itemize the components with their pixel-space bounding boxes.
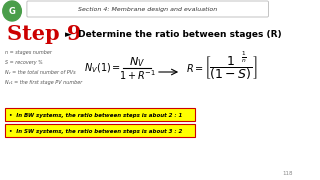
Text: G: G bbox=[9, 6, 15, 15]
FancyBboxPatch shape bbox=[5, 108, 195, 121]
Text: •  In BW systems, the ratio between steps is about 2 : 1: • In BW systems, the ratio between steps… bbox=[9, 112, 183, 118]
Circle shape bbox=[3, 1, 21, 21]
Text: n = stages number: n = stages number bbox=[5, 50, 52, 55]
Text: Nᵥ = the total number of PVs: Nᵥ = the total number of PVs bbox=[5, 69, 75, 75]
Text: Nᵥ₁ = the first stage PV number: Nᵥ₁ = the first stage PV number bbox=[5, 80, 82, 84]
Text: $N_V(1) =$: $N_V(1) =$ bbox=[84, 61, 121, 75]
Text: $R=$: $R=$ bbox=[186, 62, 204, 74]
Text: S = recovery %: S = recovery % bbox=[5, 60, 42, 64]
Text: $\frac{1}{n}$: $\frac{1}{n}$ bbox=[241, 50, 247, 64]
Text: ►  Determine the ratio between stages (R): ► Determine the ratio between stages (R) bbox=[65, 30, 282, 39]
Text: $N_V$: $N_V$ bbox=[129, 55, 146, 69]
Text: $1 + R^{-1}$: $1 + R^{-1}$ bbox=[119, 68, 156, 82]
Text: Step 9: Step 9 bbox=[7, 24, 82, 44]
FancyBboxPatch shape bbox=[27, 1, 268, 17]
Text: •  In SW systems, the ratio between steps is about 3 : 2: • In SW systems, the ratio between steps… bbox=[9, 129, 183, 134]
Text: $\left[\dfrac{1}{(1-S)}\right]$: $\left[\dfrac{1}{(1-S)}\right]$ bbox=[204, 54, 258, 82]
FancyBboxPatch shape bbox=[5, 124, 195, 137]
Text: 118: 118 bbox=[282, 171, 292, 176]
Text: Section 4: Membrane design and evaluation: Section 4: Membrane design and evaluatio… bbox=[78, 7, 217, 12]
